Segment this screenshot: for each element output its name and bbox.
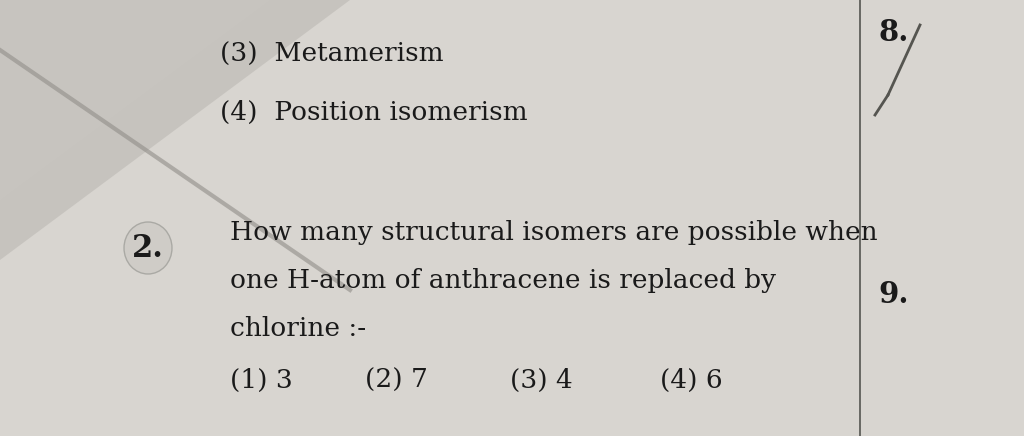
Text: How many structural isomers are possible when: How many structural isomers are possible… [230,220,878,245]
Text: 8.: 8. [878,18,908,47]
Text: (4) 6: (4) 6 [660,368,723,393]
Text: 9.: 9. [878,280,908,309]
Text: (3)  Metamerism: (3) Metamerism [220,42,443,67]
Text: (1) 3: (1) 3 [230,368,293,393]
Text: chlorine :-: chlorine :- [230,316,367,341]
Text: (2) 7: (2) 7 [365,368,428,393]
Ellipse shape [124,222,172,274]
Polygon shape [0,0,350,260]
Text: 2.: 2. [132,232,164,263]
Polygon shape [0,0,270,200]
Text: (3) 4: (3) 4 [510,368,572,393]
Text: (4)  Position isomerism: (4) Position isomerism [220,100,527,125]
Text: one H-atom of anthracene is replaced by: one H-atom of anthracene is replaced by [230,268,776,293]
